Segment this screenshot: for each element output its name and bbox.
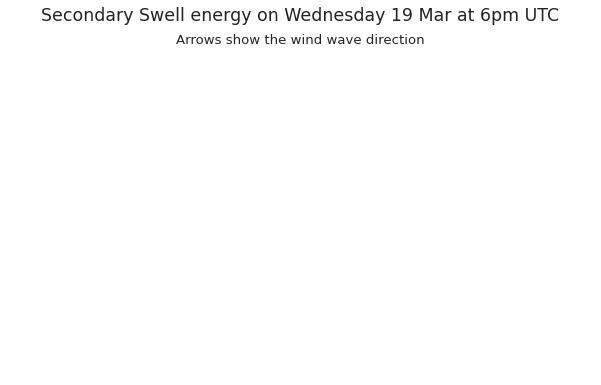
Text: Secondary Swell energy on Wednesday 19 Mar at 6pm UTC: Secondary Swell energy on Wednesday 19 M… xyxy=(41,7,560,25)
Text: Arrows show the wind wave direction: Arrows show the wind wave direction xyxy=(176,34,425,47)
Text: cartopy not available: cartopy not available xyxy=(227,211,374,226)
